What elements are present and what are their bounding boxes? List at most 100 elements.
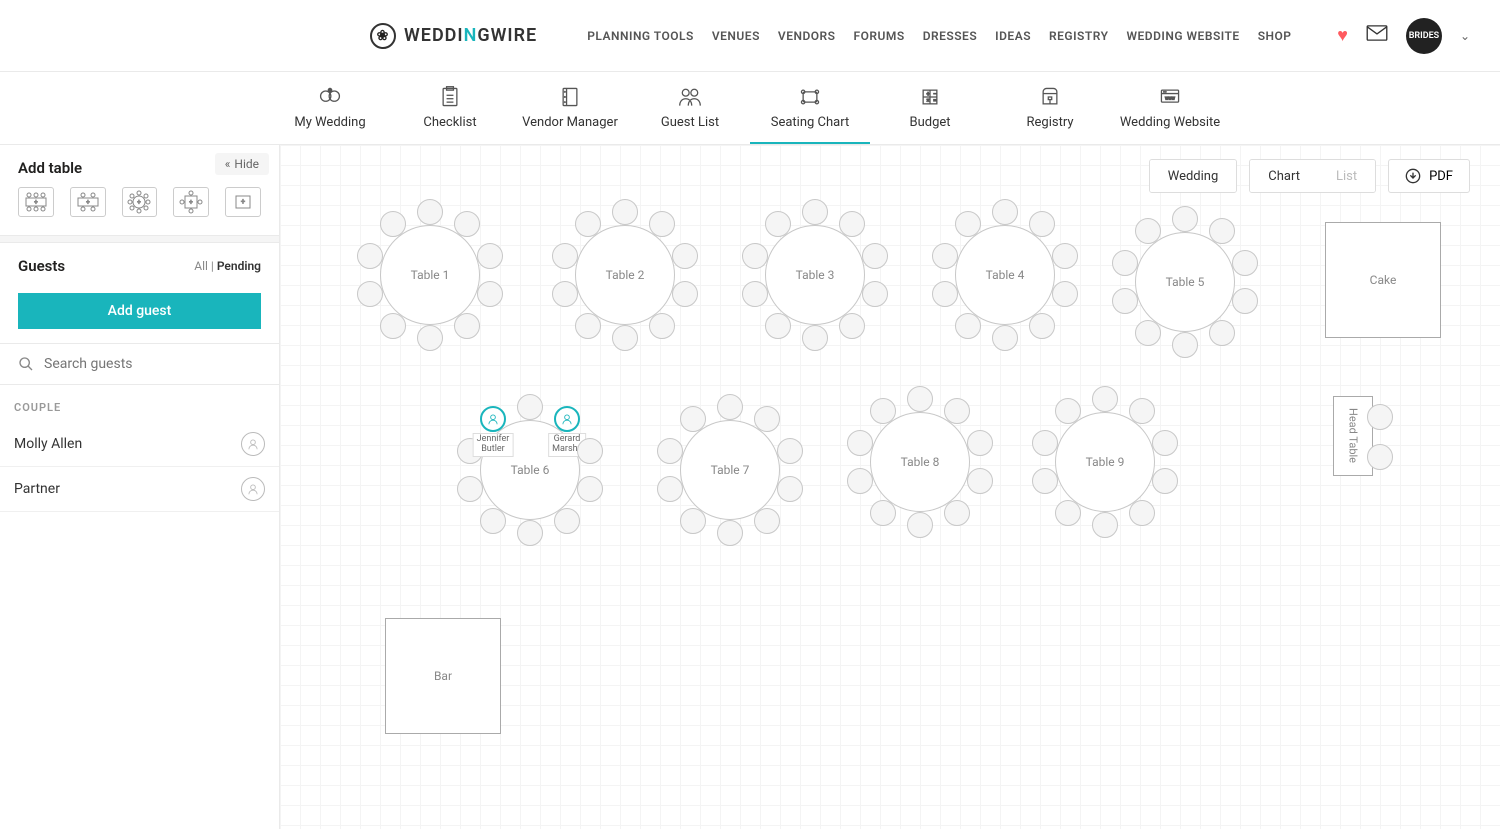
seat[interactable]: [454, 313, 480, 339]
add-guest-button[interactable]: Add guest: [18, 293, 261, 329]
tool-tab[interactable]: Vendor Manager: [510, 72, 630, 144]
seat[interactable]: [777, 476, 803, 502]
seat[interactable]: [575, 313, 601, 339]
seat[interactable]: [1052, 243, 1078, 269]
seat[interactable]: [554, 508, 580, 534]
seat[interactable]: [649, 313, 675, 339]
seat[interactable]: [1112, 250, 1138, 276]
nav-link[interactable]: VENDORS: [778, 29, 836, 43]
seat[interactable]: [1172, 206, 1198, 232]
round-table[interactable]: Table 7: [680, 420, 780, 520]
tool-tab[interactable]: Seating Chart: [750, 72, 870, 144]
seat[interactable]: [839, 313, 865, 339]
seat[interactable]: [1032, 430, 1058, 456]
seat[interactable]: [517, 520, 543, 546]
seat[interactable]: [742, 281, 768, 307]
seat[interactable]: [480, 508, 506, 534]
tool-tab[interactable]: Registry: [990, 72, 1110, 144]
seat[interactable]: [575, 211, 601, 237]
seat[interactable]: [517, 394, 543, 420]
seat[interactable]: [717, 520, 743, 546]
view-chart-button[interactable]: Chart: [1250, 160, 1318, 192]
seat[interactable]: [380, 313, 406, 339]
search-guests-input[interactable]: [44, 356, 261, 372]
seat[interactable]: [612, 199, 638, 225]
user-avatar[interactable]: BRIDES: [1406, 18, 1442, 54]
favorites-icon[interactable]: ♥: [1337, 25, 1348, 46]
seat[interactable]: [1129, 500, 1155, 526]
seat[interactable]: [944, 500, 970, 526]
seat[interactable]: [847, 430, 873, 456]
seat[interactable]: [754, 508, 780, 534]
seat[interactable]: [657, 476, 683, 502]
seat[interactable]: [1232, 250, 1258, 276]
seat[interactable]: [1152, 430, 1178, 456]
seat[interactable]: [802, 325, 828, 351]
seat[interactable]: [357, 281, 383, 307]
seat[interactable]: [992, 199, 1018, 225]
shape-square-button[interactable]: +: [173, 187, 209, 217]
seat[interactable]: [1152, 468, 1178, 494]
head-table[interactable]: Head Table: [1333, 396, 1373, 476]
shape-rect-many-button[interactable]: +: [18, 187, 54, 217]
seat[interactable]: [1367, 404, 1393, 430]
brand-logo[interactable]: ❀ WEDDINGWIRE: [370, 23, 537, 49]
seat[interactable]: [657, 438, 683, 464]
shape-round-many-button[interactable]: +: [122, 187, 158, 217]
seat[interactable]: [967, 430, 993, 456]
account-menu-chevron-icon[interactable]: ⌄: [1460, 29, 1470, 43]
seat[interactable]: [717, 394, 743, 420]
seat[interactable]: [1129, 398, 1155, 424]
seat[interactable]: [1052, 281, 1078, 307]
seat[interactable]: [1172, 332, 1198, 358]
seat[interactable]: [1092, 512, 1118, 538]
seat[interactable]: [480, 406, 506, 432]
seat[interactable]: [802, 199, 828, 225]
guest-row[interactable]: Partner: [0, 467, 279, 512]
seat[interactable]: [870, 398, 896, 424]
square-object[interactable]: Cake: [1325, 222, 1441, 338]
seat[interactable]: [862, 281, 888, 307]
nav-link[interactable]: PLANNING TOOLS: [587, 29, 694, 43]
seat[interactable]: [1209, 218, 1235, 244]
export-pdf-button[interactable]: PDF: [1388, 159, 1470, 193]
seat[interactable]: [932, 243, 958, 269]
seat[interactable]: [870, 500, 896, 526]
seat[interactable]: [1135, 218, 1161, 244]
tool-tab[interactable]: Guest List: [630, 72, 750, 144]
seat[interactable]: [1055, 398, 1081, 424]
seat[interactable]: [967, 468, 993, 494]
seat[interactable]: [1209, 320, 1235, 346]
seat[interactable]: [955, 313, 981, 339]
seat[interactable]: [680, 508, 706, 534]
tool-tab[interactable]: +−×=Budget: [870, 72, 990, 144]
seat[interactable]: [1112, 288, 1138, 314]
round-table[interactable]: Table 5: [1135, 232, 1235, 332]
seat[interactable]: [777, 438, 803, 464]
round-table[interactable]: Table 1: [380, 225, 480, 325]
seat[interactable]: [672, 281, 698, 307]
view-list-button[interactable]: List: [1318, 160, 1375, 192]
tool-tab[interactable]: Checklist: [390, 72, 510, 144]
seat[interactable]: [457, 476, 483, 502]
seat[interactable]: [552, 243, 578, 269]
round-table[interactable]: Table 2: [575, 225, 675, 325]
seat[interactable]: [992, 325, 1018, 351]
seat[interactable]: [612, 325, 638, 351]
seat[interactable]: [649, 211, 675, 237]
nav-link[interactable]: IDEAS: [995, 29, 1031, 43]
seat[interactable]: [1135, 320, 1161, 346]
seat[interactable]: [477, 243, 503, 269]
round-table[interactable]: Table 9: [1055, 412, 1155, 512]
seat[interactable]: [765, 313, 791, 339]
seat[interactable]: [357, 243, 383, 269]
seating-canvas[interactable]: Wedding Chart List PDF Table 1Table 2Tab…: [280, 145, 1500, 829]
seat[interactable]: [1029, 313, 1055, 339]
seat[interactable]: [477, 281, 503, 307]
seat[interactable]: [1232, 288, 1258, 314]
guests-filter[interactable]: All | Pending: [194, 259, 261, 273]
seat[interactable]: [1092, 386, 1118, 412]
seat[interactable]: [417, 199, 443, 225]
seat[interactable]: [839, 211, 865, 237]
shape-object-button[interactable]: +: [225, 187, 261, 217]
